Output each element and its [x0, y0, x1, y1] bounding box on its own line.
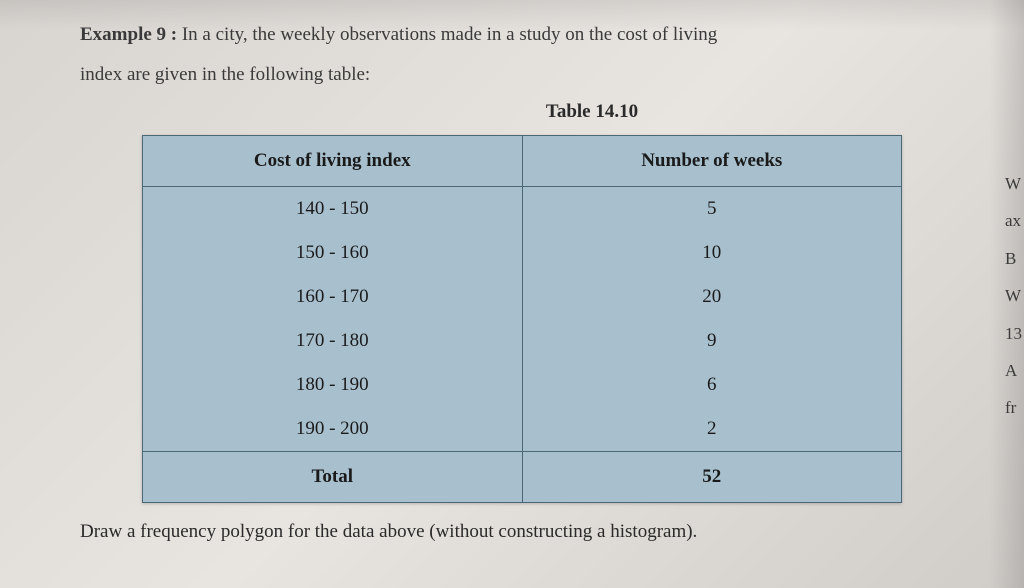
frequency-table: Cost of living index Number of weeks 140… — [142, 135, 902, 503]
table-row: 160 - 170 20 — [143, 275, 902, 319]
cell-index: 190 - 200 — [143, 407, 523, 452]
margin-letter: A — [1005, 352, 1022, 389]
cell-total-value: 52 — [522, 451, 902, 502]
cell-index: 160 - 170 — [143, 275, 523, 319]
col-header-index: Cost of living index — [143, 135, 523, 186]
cell-index: 180 - 190 — [143, 363, 523, 407]
example-label: Example 9 : — [80, 24, 177, 45]
cell-index: 170 - 180 — [143, 319, 523, 363]
col-header-weeks: Number of weeks — [522, 135, 902, 186]
margin-letter: W — [1005, 165, 1022, 202]
example-text-2: index are given in the following table: — [80, 60, 964, 90]
cell-weeks: 2 — [522, 407, 902, 452]
margin-letter: 13 — [1005, 315, 1022, 352]
table-total-row: Total 52 — [143, 451, 902, 502]
table-caption: Table 14.10 — [80, 101, 964, 123]
margin-cut-text: W ax B W 13 A fr — [1005, 165, 1022, 427]
table-row: 140 - 150 5 — [143, 186, 902, 231]
instruction-text: Draw a frequency polygon for the data ab… — [80, 521, 964, 543]
table-header-row: Cost of living index Number of weeks — [143, 135, 902, 186]
example-intro: Example 9 : In a city, the weekly observ… — [80, 20, 964, 50]
cell-index: 140 - 150 — [143, 186, 523, 231]
margin-letter: B — [1005, 240, 1022, 277]
table-row: 180 - 190 6 — [143, 363, 902, 407]
example-text-1: In a city, the weekly observations made … — [177, 24, 717, 45]
table-row: 190 - 200 2 — [143, 407, 902, 452]
cell-total-label: Total — [143, 451, 523, 502]
margin-letter: ax — [1005, 202, 1022, 239]
cell-weeks: 6 — [522, 363, 902, 407]
margin-letter: fr — [1005, 389, 1022, 426]
margin-letter: W — [1005, 277, 1022, 314]
cell-index: 150 - 160 — [143, 231, 523, 275]
cell-weeks: 9 — [522, 319, 902, 363]
table-row: 170 - 180 9 — [143, 319, 902, 363]
cell-weeks: 5 — [522, 186, 902, 231]
cell-weeks: 20 — [522, 275, 902, 319]
table-row: 150 - 160 10 — [143, 231, 902, 275]
cell-weeks: 10 — [522, 231, 902, 275]
